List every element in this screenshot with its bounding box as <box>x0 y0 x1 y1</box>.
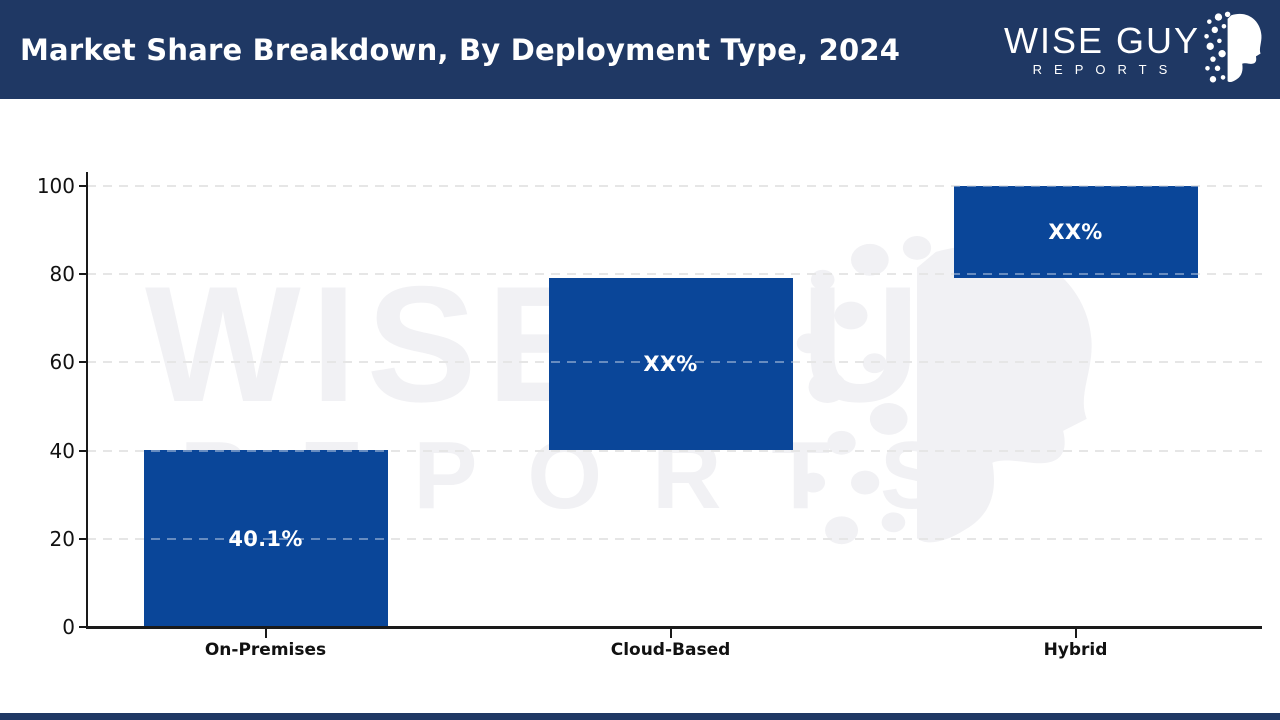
y-tick-mark <box>79 449 87 452</box>
y-tick-mark <box>79 185 87 187</box>
gridline <box>87 273 1262 276</box>
y-tick-mark <box>79 626 87 628</box>
x-axis <box>86 626 1262 629</box>
bar-value-label: 40.1% <box>228 526 303 551</box>
y-tick-label: 100 <box>36 174 75 198</box>
gridline-overlay <box>87 185 1262 187</box>
gridline-overlay <box>87 361 1262 364</box>
logo-text: WISE GUY REPORTS <box>1003 19 1200 77</box>
gridline <box>87 537 1262 540</box>
x-axis-label: Cloud-Based <box>610 640 731 660</box>
y-tick-label: 0 <box>62 615 75 639</box>
gridline <box>87 449 1262 452</box>
x-tick-mark <box>264 629 267 638</box>
gridline-overlay <box>87 449 1262 452</box>
x-tick-mark <box>1074 629 1077 638</box>
face-profile-icon <box>1202 9 1266 91</box>
x-axis-label: Hybrid <box>1043 640 1108 660</box>
y-tick-label: 20 <box>49 526 75 551</box>
y-tick-mark <box>79 273 87 276</box>
y-axis <box>86 172 88 629</box>
bar: 40.1% <box>143 450 388 627</box>
bar-value-label: XX% <box>643 351 698 376</box>
logo-wordmark: WISE GUY <box>1003 19 1200 61</box>
y-tick-mark <box>79 537 87 540</box>
chart-title: Market Share Breakdown, By Deployment Ty… <box>20 32 901 67</box>
gridline-overlay <box>87 537 1262 540</box>
y-tick-mark <box>79 361 87 364</box>
y-tick-label: 40 <box>49 438 75 463</box>
gridline-overlay <box>87 273 1262 276</box>
footer-accent-bar <box>0 713 1280 720</box>
bar: XX% <box>548 277 793 451</box>
x-axis-label: On-Premises <box>204 640 327 660</box>
y-tick-label: 80 <box>49 262 75 287</box>
header-bar: Market Share Breakdown, By Deployment Ty… <box>0 0 1280 99</box>
x-tick-mark <box>669 629 672 638</box>
gridline <box>87 185 1262 187</box>
y-tick-label: 60 <box>49 350 75 375</box>
logo-subtext: REPORTS <box>1032 61 1180 77</box>
wise-guy-reports-logo: WISE GUY REPORTS <box>1004 9 1266 91</box>
bar-value-label: XX% <box>1048 219 1103 244</box>
bar: XX% <box>953 186 1198 278</box>
